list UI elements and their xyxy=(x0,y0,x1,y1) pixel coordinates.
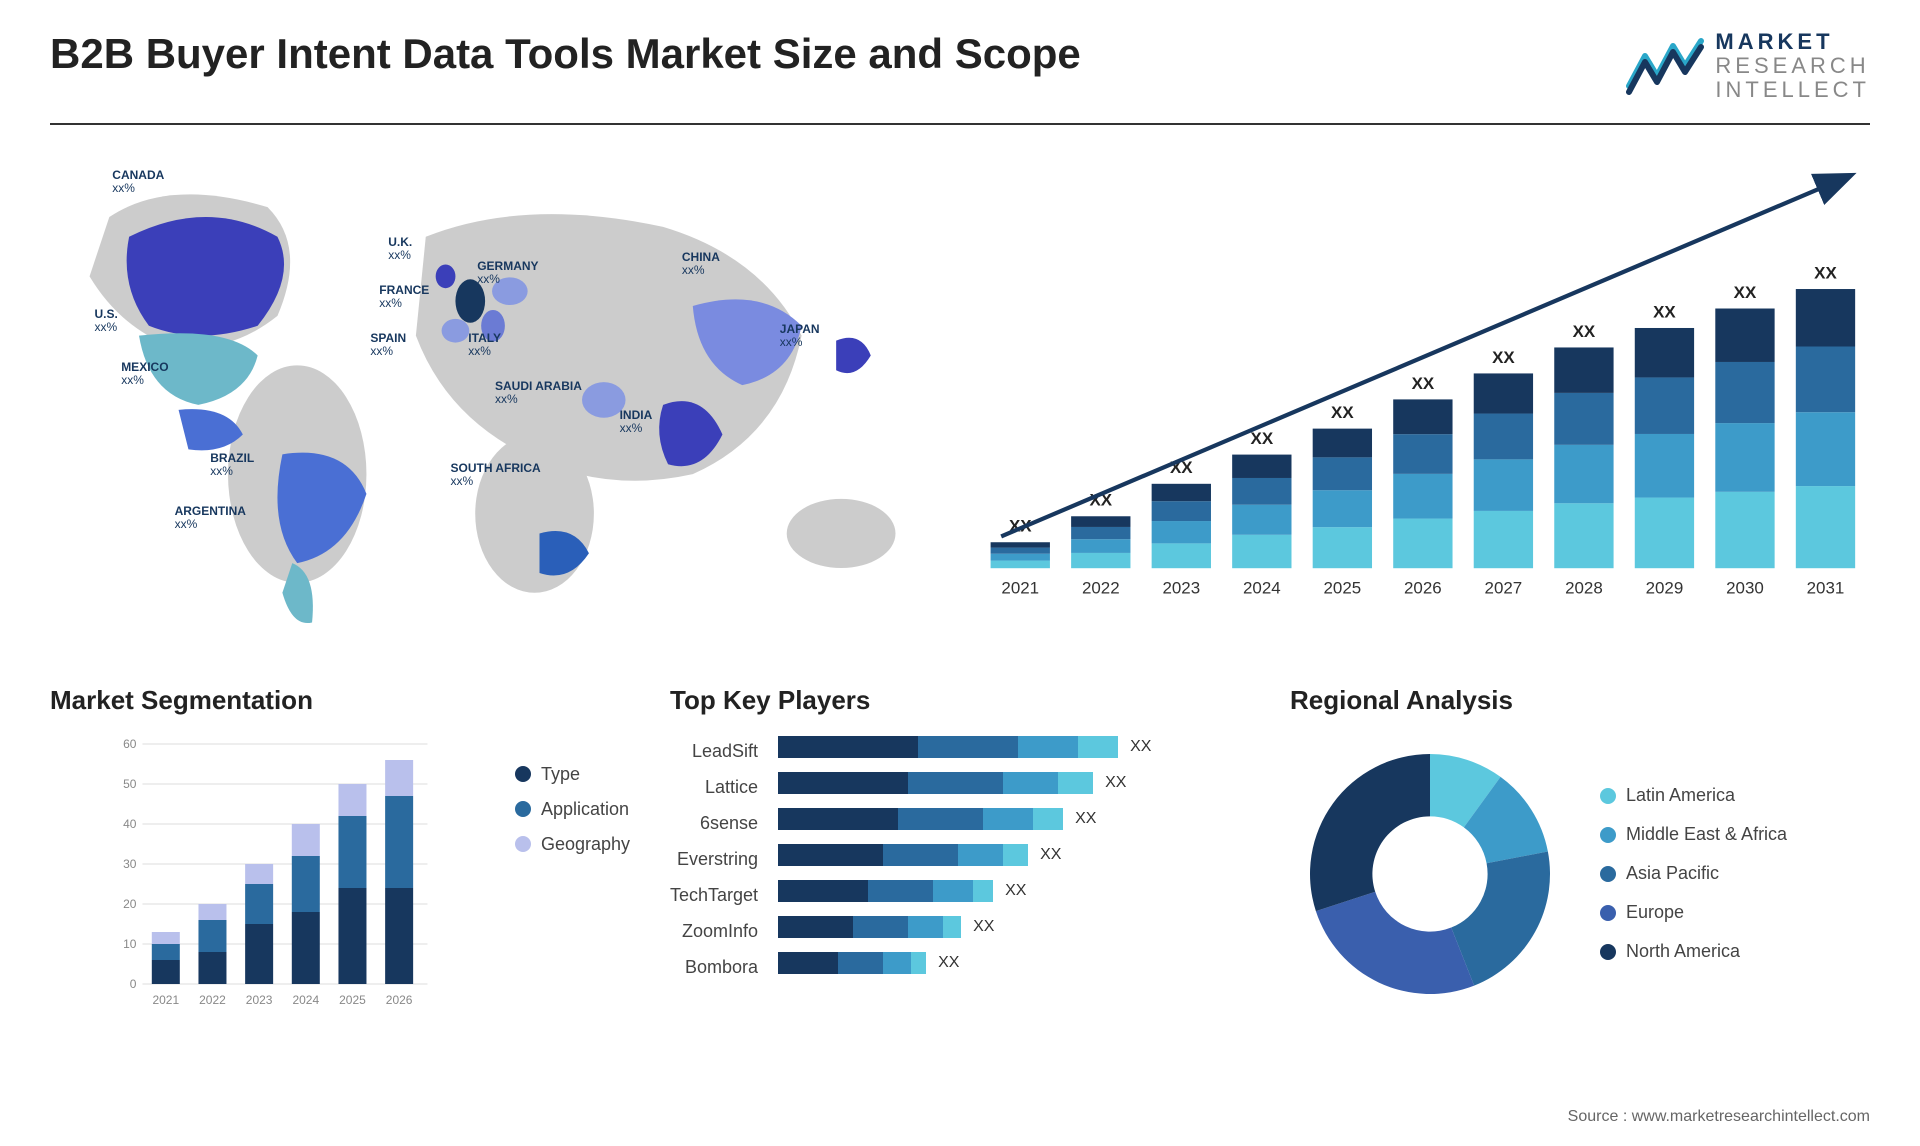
regional-donut-chart xyxy=(1290,734,1570,1014)
map-label-canada: CANADAxx% xyxy=(112,169,164,195)
map-label-brazil: BRAZILxx% xyxy=(210,452,254,478)
map-label-south-africa: SOUTH AFRICAxx% xyxy=(451,462,541,488)
keyplayers-bars: XX XX XX XX XX XX XX xyxy=(778,734,1250,980)
map-label-china: CHINAxx% xyxy=(682,251,720,277)
svg-text:50: 50 xyxy=(123,777,137,791)
kp-label-bombora: Bombora xyxy=(670,954,758,980)
svg-text:XX: XX xyxy=(1251,429,1274,448)
svg-text:2021: 2021 xyxy=(152,993,179,1007)
map-label-india: INDIAxx% xyxy=(620,409,653,435)
world-map-panel: CANADAxx% U.S.xx% MEXICOxx% BRAZILxx% ARGENT… xyxy=(50,155,940,635)
segmentation-bar-chart: 0 10 20 30 40 50 60 2021 2022 2023 2024 2025 2026 xyxy=(50,734,495,1014)
regional-title: Regional Analysis xyxy=(1290,685,1870,716)
forecast-stacked-bar-chart: XX 2021 XX 2022 XX 2023 XX 2024 XX 2025 XX 2026 XX 20… xyxy=(980,155,1870,642)
keyplayers-panel: Top Key Players LeadSift Lattice 6sense Eve… xyxy=(670,685,1250,1014)
kp-label-lattice: Lattice xyxy=(670,774,758,800)
svg-text:XX: XX xyxy=(1814,263,1837,282)
kp-label-6sense: 6sense xyxy=(670,810,758,836)
ra-legend-north-america: North America xyxy=(1600,941,1787,962)
kp-row-zoominfo: XX xyxy=(778,914,1250,940)
source-attribution: Source : www.marketresearchintellect.com xyxy=(1568,1108,1870,1126)
map-label-saudi-arabia: SAUDI ARABIAxx% xyxy=(495,380,582,406)
kp-label-techtarget: TechTarget xyxy=(670,882,758,908)
map-label-u-k-: U.K.xx% xyxy=(388,236,412,262)
svg-text:2023: 2023 xyxy=(246,993,273,1007)
ra-legend-europe: Europe xyxy=(1600,902,1787,923)
ra-legend-latin-america: Latin America xyxy=(1600,785,1787,806)
svg-text:2022: 2022 xyxy=(199,993,226,1007)
segmentation-title: Market Segmentation xyxy=(50,685,630,716)
kp-label-everstring: Everstring xyxy=(670,846,758,872)
regional-panel: Regional Analysis Latin America Middle Ea… xyxy=(1290,685,1870,1014)
svg-text:2030: 2030 xyxy=(1726,578,1764,597)
svg-text:40: 40 xyxy=(123,817,137,831)
map-label-italy: ITALYxx% xyxy=(468,332,501,358)
kp-row-6sense: XX xyxy=(778,806,1250,832)
svg-text:0: 0 xyxy=(130,977,137,991)
svg-text:2022: 2022 xyxy=(1082,578,1120,597)
logo-mark-icon xyxy=(1625,36,1705,96)
seg-legend-type: Type xyxy=(515,764,630,785)
map-label-u-s-: U.S.xx% xyxy=(95,308,118,334)
svg-text:2028: 2028 xyxy=(1565,578,1603,597)
svg-text:2027: 2027 xyxy=(1485,578,1523,597)
logo-text-3: INTELLECT xyxy=(1715,78,1870,102)
map-label-argentina: ARGENTINAxx% xyxy=(175,505,246,531)
svg-text:XX: XX xyxy=(1734,282,1757,301)
title-divider xyxy=(50,123,1870,125)
map-label-france: FRANCExx% xyxy=(379,284,429,310)
segmentation-legend: Type Application Geography xyxy=(515,734,630,1014)
svg-text:60: 60 xyxy=(123,737,137,751)
svg-text:2029: 2029 xyxy=(1646,578,1684,597)
svg-text:XX: XX xyxy=(1492,347,1515,366)
kp-row-lattice: XX xyxy=(778,770,1250,796)
page-title: B2B Buyer Intent Data Tools Market Size … xyxy=(50,30,1081,78)
regional-legend: Latin America Middle East & Africa Asia Pa… xyxy=(1600,785,1787,962)
segmentation-panel: Market Segmentation 0 10 20 30 40 50 60 2021 202… xyxy=(50,685,630,1014)
map-label-spain: SPAINxx% xyxy=(370,332,406,358)
ra-legend-middle-east-africa: Middle East & Africa xyxy=(1600,824,1787,845)
header: B2B Buyer Intent Data Tools Market Size … xyxy=(50,30,1870,103)
svg-text:2025: 2025 xyxy=(1324,578,1362,597)
kp-row-leadsift: XX xyxy=(778,734,1250,760)
kp-row-techtarget: XX xyxy=(778,878,1250,904)
kp-label-zoominfo: ZoomInfo xyxy=(670,918,758,944)
svg-text:XX: XX xyxy=(1653,302,1676,321)
svg-text:10: 10 xyxy=(123,937,137,951)
map-label-germany: GERMANYxx% xyxy=(477,260,538,286)
svg-text:XX: XX xyxy=(1412,373,1435,392)
logo-text-1: MARKET xyxy=(1715,30,1870,54)
seg-legend-application: Application xyxy=(515,799,630,820)
svg-text:30: 30 xyxy=(123,857,137,871)
svg-text:2024: 2024 xyxy=(292,993,319,1007)
map-label-mexico: MEXICOxx% xyxy=(121,361,168,387)
forecast-chart-panel: XX 2021 XX 2022 XX 2023 XX 2024 XX 2025 XX 2026 XX 20… xyxy=(980,155,1870,635)
svg-text:2026: 2026 xyxy=(1404,578,1442,597)
keyplayers-labels: LeadSift Lattice 6sense Everstring TechTarge… xyxy=(670,734,758,980)
svg-text:2024: 2024 xyxy=(1243,578,1281,597)
ra-legend-asia-pacific: Asia Pacific xyxy=(1600,863,1787,884)
svg-text:2023: 2023 xyxy=(1162,578,1200,597)
seg-legend-geography: Geography xyxy=(515,834,630,855)
kp-row-bombora: XX xyxy=(778,950,1250,976)
keyplayers-title: Top Key Players xyxy=(670,685,1250,716)
svg-text:XX: XX xyxy=(1331,403,1354,422)
svg-text:2031: 2031 xyxy=(1807,578,1845,597)
map-label-japan: JAPANxx% xyxy=(780,323,820,349)
svg-text:2026: 2026 xyxy=(386,993,413,1007)
svg-text:2025: 2025 xyxy=(339,993,366,1007)
logo-text-2: RESEARCH xyxy=(1715,54,1870,78)
kp-label-leadsift: LeadSift xyxy=(670,738,758,764)
svg-text:20: 20 xyxy=(123,897,137,911)
svg-text:2021: 2021 xyxy=(1001,578,1039,597)
kp-row-everstring: XX xyxy=(778,842,1250,868)
svg-text:XX: XX xyxy=(1573,321,1596,340)
brand-logo: MARKET RESEARCH INTELLECT xyxy=(1625,30,1870,103)
